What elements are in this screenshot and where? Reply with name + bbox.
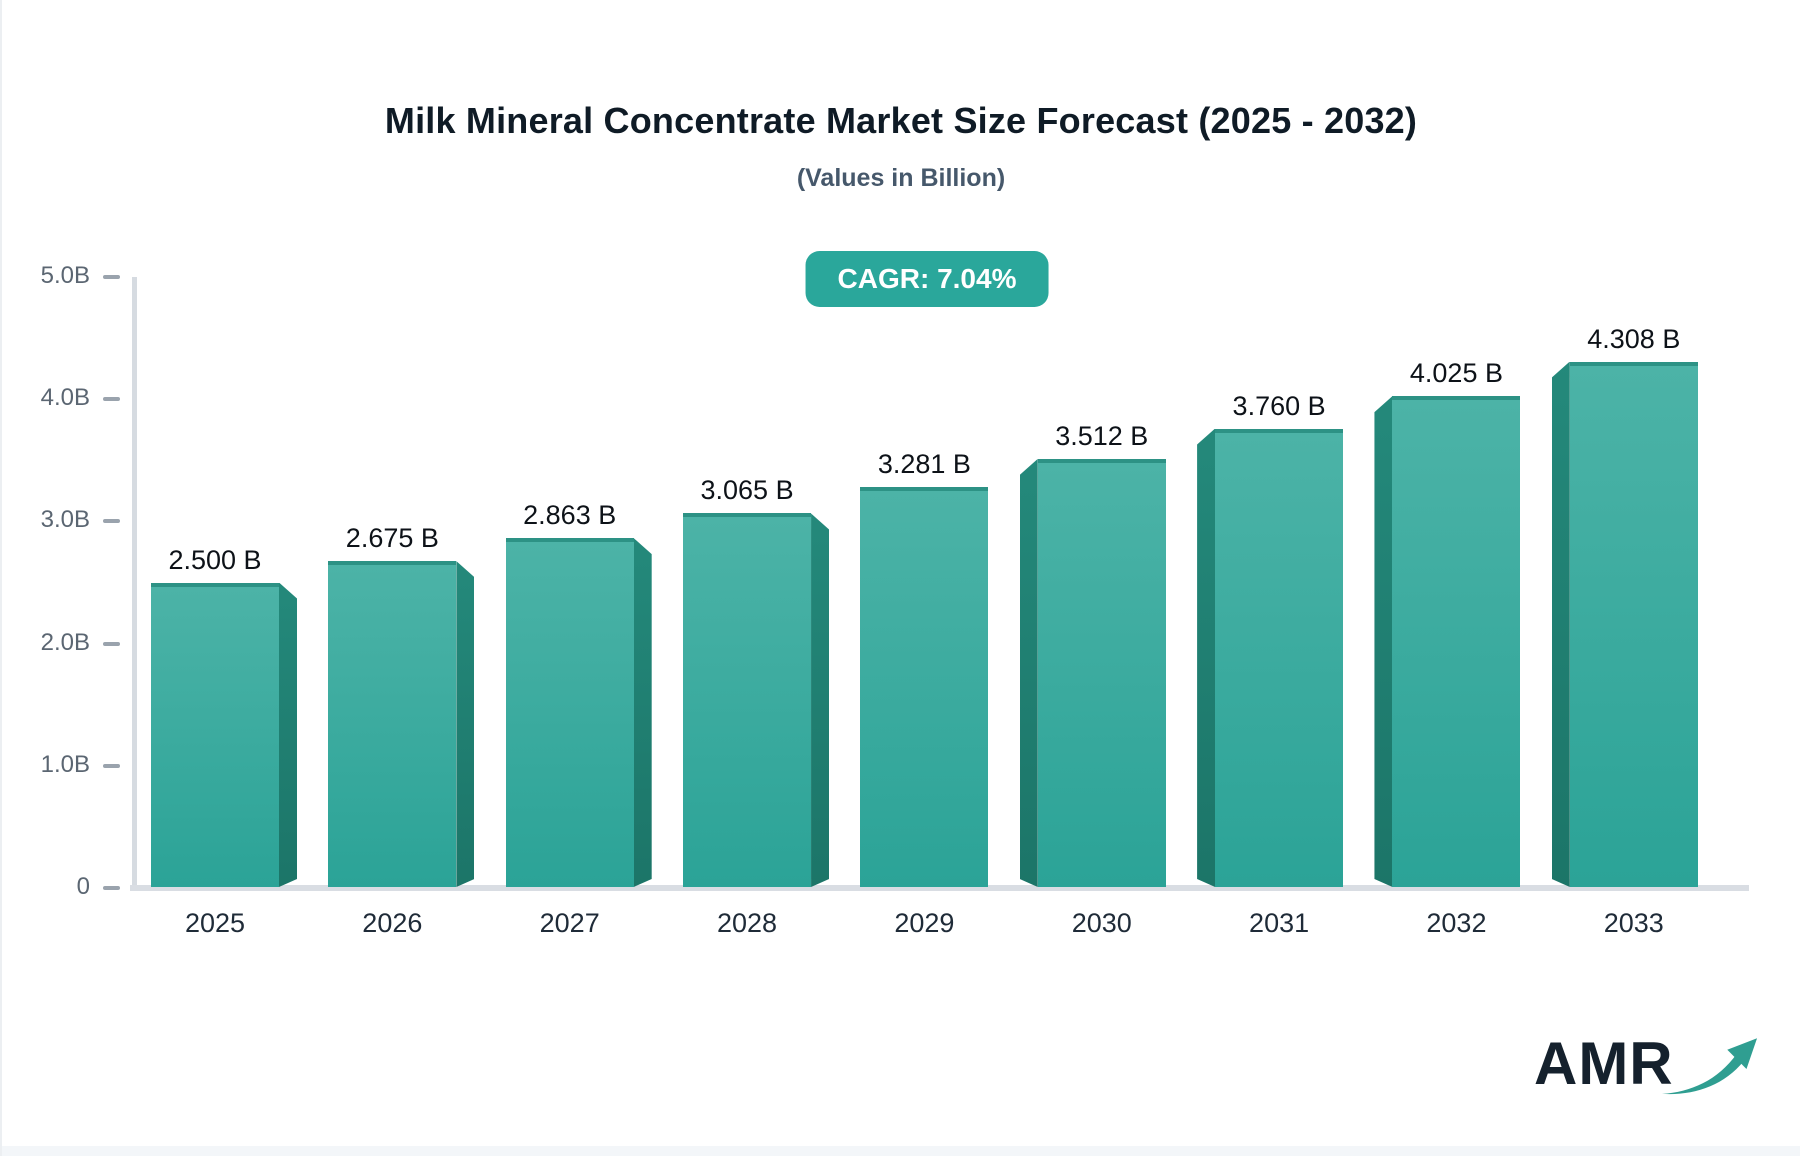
bar-side-face xyxy=(279,583,297,888)
bar-value-label: 2.500 B xyxy=(168,544,262,575)
y-tick-mark xyxy=(103,397,120,402)
growth-arrow-icon xyxy=(1661,1038,1757,1095)
chart-subtitle: (Values in Billion) xyxy=(796,164,1006,192)
y-tick-mark xyxy=(103,275,120,279)
y-axis-line xyxy=(132,277,137,888)
bar-2028 xyxy=(683,513,812,887)
bar-side-face xyxy=(456,561,474,887)
bar-2031 xyxy=(1215,428,1344,887)
bar-value-label: 2.675 B xyxy=(345,523,439,554)
bar-2030 xyxy=(1037,458,1166,887)
bar-2025 xyxy=(151,582,279,887)
y-tick-label: 3.0B xyxy=(40,506,90,534)
bar-value-label: 4.025 B xyxy=(1409,358,1503,389)
y-tick-label: 5.0B xyxy=(40,262,90,289)
bar-side-face xyxy=(1020,459,1038,887)
chart-title: Milk Mineral Concentrate Market Size For… xyxy=(384,100,1418,141)
x-tick-label: 2026 xyxy=(362,908,423,938)
x-tick-label: 2033 xyxy=(1603,908,1664,938)
bar-side-face xyxy=(1552,362,1570,887)
x-tick-label: 2030 xyxy=(1071,908,1132,938)
x-tick-label: 2027 xyxy=(539,908,600,938)
bar-side-face xyxy=(1374,396,1392,887)
bar-value-label: 2.863 B xyxy=(523,500,617,531)
y-tick-mark xyxy=(103,763,120,768)
bar-2027 xyxy=(505,538,634,887)
bar-2032 xyxy=(1392,396,1521,887)
bar-2026 xyxy=(328,561,457,887)
y-tick-mark xyxy=(103,886,120,890)
bar-value-label: 3.065 B xyxy=(700,475,794,506)
bottom-strip xyxy=(2,1146,1800,1156)
bar-2033 xyxy=(1569,361,1698,887)
y-tick-label: 0 xyxy=(76,873,90,900)
x-tick-label: 2031 xyxy=(1249,908,1310,938)
x-tick-label: 2032 xyxy=(1426,908,1487,938)
y-tick-label: 2.0B xyxy=(40,628,90,656)
y-tick-label: 4.0B xyxy=(40,384,90,412)
x-tick-label: 2025 xyxy=(184,908,246,938)
y-tick-mark xyxy=(103,641,120,646)
bar-value-label: 4.308 B xyxy=(1587,323,1681,354)
cagr-badge: CAGR: 7.04% xyxy=(805,251,1049,307)
bar-side-face xyxy=(634,538,652,887)
bar-value-label: 3.512 B xyxy=(1055,420,1149,451)
y-tick-label: 1.0B xyxy=(40,750,90,778)
amr-logo-text: AMR xyxy=(1534,1030,1674,1097)
x-axis-line xyxy=(130,885,1749,891)
bar-side-face xyxy=(811,513,829,887)
amr-logo: AMR xyxy=(1534,1034,1758,1100)
x-tick-label: 2029 xyxy=(894,908,955,938)
bar-value-label: 3.281 B xyxy=(877,449,971,480)
y-tick-mark xyxy=(103,519,120,524)
bar-2029 xyxy=(860,487,989,887)
x-tick-label: 2028 xyxy=(717,908,778,938)
bar-side-face xyxy=(1197,429,1215,887)
bar-value-label: 3.760 B xyxy=(1232,390,1326,421)
